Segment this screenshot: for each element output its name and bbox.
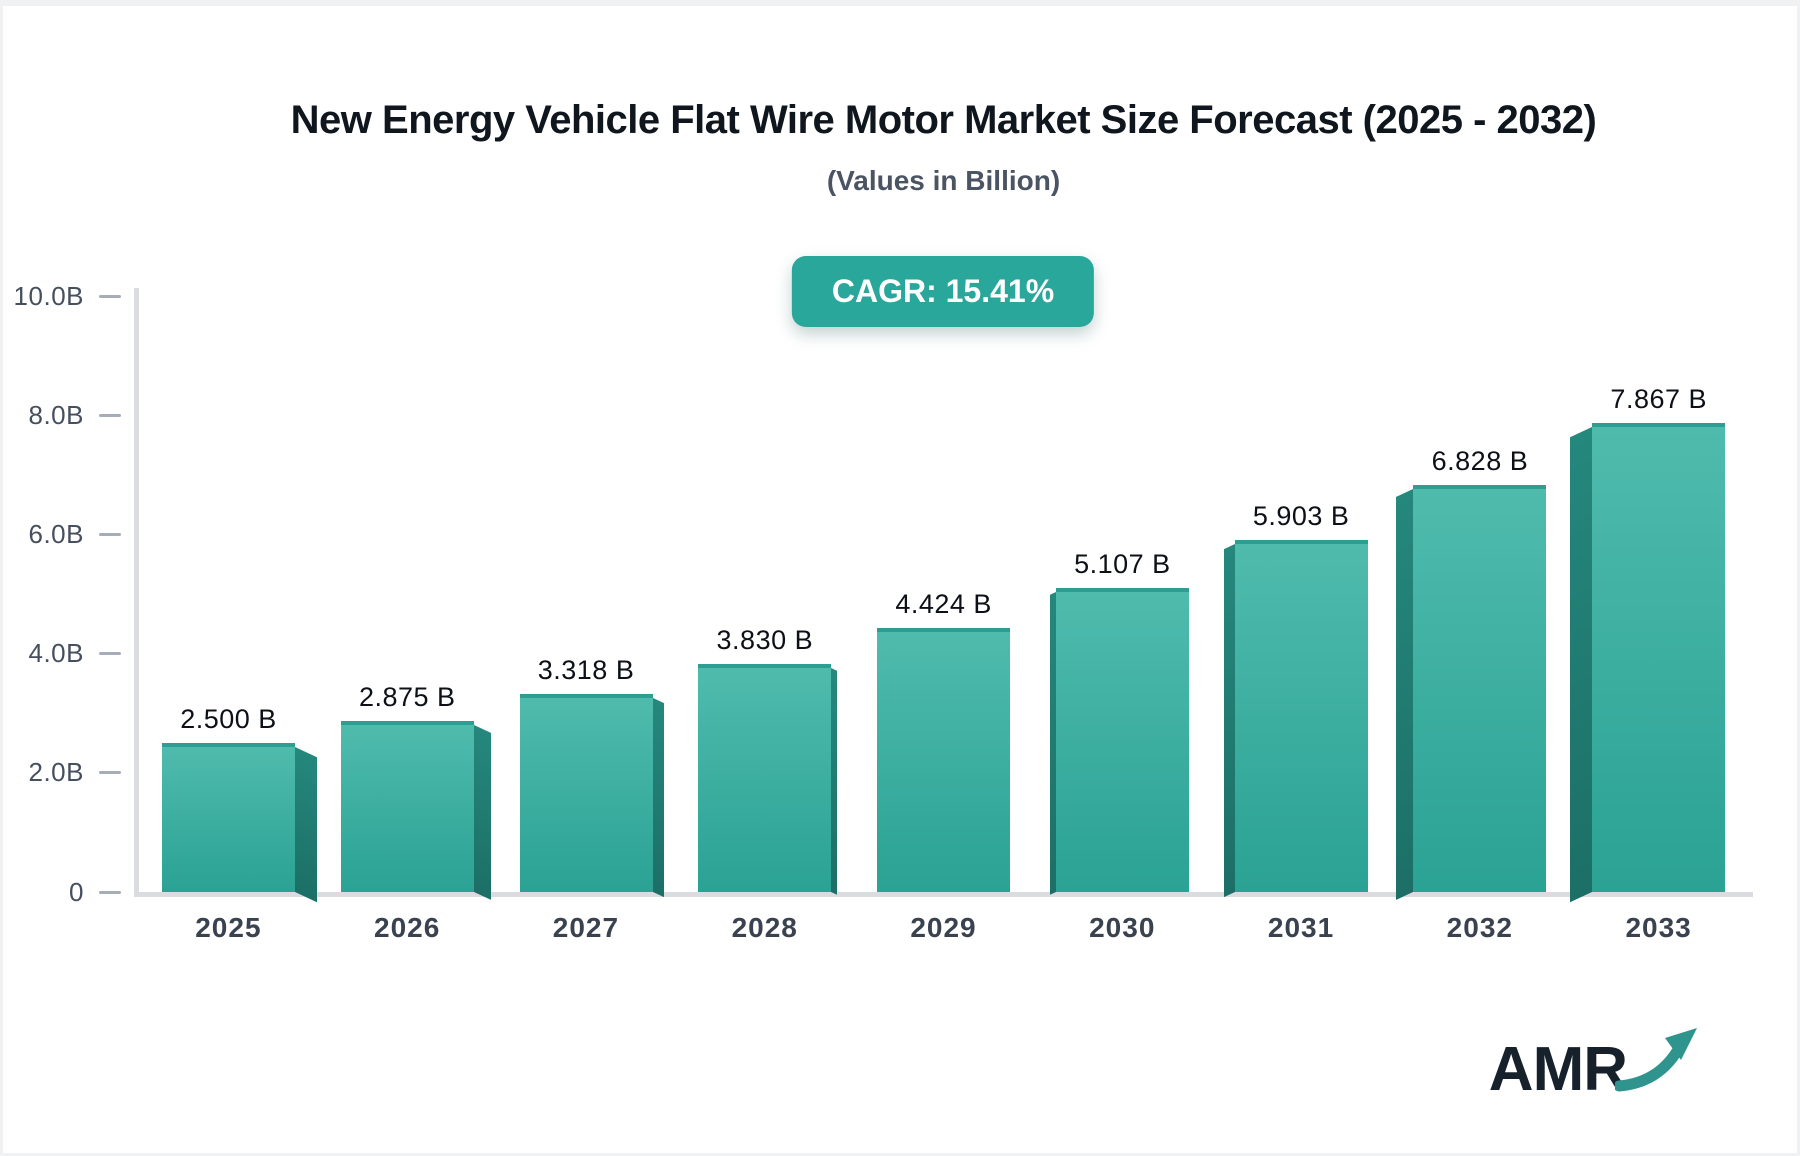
x-axis-label-2033: 2033	[1625, 912, 1692, 943]
y-tick-mark	[99, 413, 121, 417]
chart-header: New Energy Vehicle Flat Wire Motor Marke…	[139, 98, 1748, 197]
bar-side-face	[1049, 591, 1056, 895]
bar-2030: 5.107 B	[1049, 549, 1189, 895]
bar-slot-2029: 4.424 B 2029	[854, 296, 1033, 943]
x-axis-label-2027: 2027	[552, 912, 620, 943]
x-axis-label-2030: 2030	[1089, 912, 1156, 943]
x-axis-line	[134, 892, 1753, 897]
y-tick-0: 0	[3, 876, 121, 907]
bar-slot-2028: 3.830 B 2028	[675, 296, 854, 943]
bar-side-face	[295, 747, 317, 903]
page-title: New Energy Vehicle Flat Wire Motor Marke…	[290, 98, 1597, 142]
y-tick-label: 2.0B	[28, 757, 84, 788]
bar-slot-2031: 5.903 B 2031	[1212, 296, 1391, 943]
bar-2033: 7.867 B	[1570, 384, 1726, 903]
bar-value-label: 7.867 B	[1610, 384, 1708, 415]
bar-slot-2026: 2.875 B 2026	[318, 296, 497, 943]
bar-value-label: 3.830 B	[716, 624, 814, 655]
bar-2025: 2.500 B	[162, 704, 317, 903]
y-tick-mark	[99, 294, 121, 298]
y-tick-2.0B: 2.0B	[3, 757, 121, 788]
bar-value-label: 3.318 B	[537, 655, 635, 686]
bar-slot-2027: 3.318 B 2027	[497, 296, 676, 943]
bar-side-face	[1223, 544, 1235, 898]
y-tick-4.0B: 4.0B	[3, 638, 121, 669]
y-tick-label: 6.0B	[28, 518, 84, 549]
bar-side-face	[831, 667, 838, 895]
bar-slot-2033: 7.867 B 2033	[1569, 296, 1748, 943]
bar-2028: 3.830 B	[698, 625, 838, 895]
bar-2031: 5.903 B	[1223, 501, 1368, 898]
y-tick-6.0B: 6.0B	[3, 518, 121, 549]
x-axis-label-2032: 2032	[1446, 912, 1513, 943]
bar-value-label: 2.875 B	[358, 681, 456, 712]
bar-2029: 4.424 B	[877, 589, 1011, 892]
cagr-badge: CAGR: 15.41%	[791, 256, 1095, 327]
y-tick-label: 8.0B	[28, 399, 84, 430]
bar-side-face	[1396, 489, 1414, 900]
x-axis-label-2028: 2028	[731, 912, 798, 943]
x-axis-label-2029: 2029	[910, 912, 977, 943]
y-tick-label: 10.0B	[13, 280, 84, 311]
y-tick-mark	[99, 652, 121, 656]
growth-arrow-icon	[1613, 1026, 1701, 1099]
bar-value-label: 2.500 B	[180, 704, 277, 734]
amr-logo-text: AMR	[1488, 1035, 1628, 1104]
bar-side-face	[473, 724, 491, 900]
bar-slot-2025: 2.500 B 2025	[139, 296, 318, 943]
y-tick-mark	[99, 532, 121, 536]
y-tick-label: 0	[69, 876, 84, 907]
y-tick-8.0B: 8.0B	[3, 399, 121, 430]
y-axis-line	[134, 288, 139, 897]
bar-side-face	[1570, 427, 1593, 903]
bar-2032: 6.828 B	[1396, 446, 1547, 900]
x-axis-label-2025: 2025	[195, 912, 262, 943]
page-subtitle: (Values in Billion)	[826, 165, 1061, 196]
y-tick-mark	[99, 890, 121, 894]
x-axis-label-2026: 2026	[374, 912, 441, 943]
bar-value-label: 5.903 B	[1252, 501, 1350, 532]
x-axis-label-2031: 2031	[1267, 912, 1335, 943]
bar-2026: 2.875 B	[340, 682, 491, 900]
bar-slot-2032: 6.828 B 2032	[1390, 296, 1569, 943]
amr-logo: AMR	[1489, 1026, 1701, 1101]
bar-2027: 3.318 B	[519, 655, 664, 898]
bar-value-label: 4.424 B	[895, 589, 992, 620]
y-tick-10.0B: 10.0B	[3, 280, 121, 311]
chart-plot: 10.0B 8.0B 6.0B 4.0B 2.0B 0 2.500 B 2025 2.875 B…	[14, 281, 1753, 943]
bar-side-face	[652, 698, 664, 898]
bar-slot-2030: 5.107 B 2030	[1033, 296, 1212, 943]
y-tick-label: 4.0B	[28, 638, 84, 669]
bar-value-label: 5.107 B	[1074, 548, 1171, 579]
y-tick-mark	[99, 771, 121, 775]
bar-value-label: 6.828 B	[1431, 446, 1529, 477]
